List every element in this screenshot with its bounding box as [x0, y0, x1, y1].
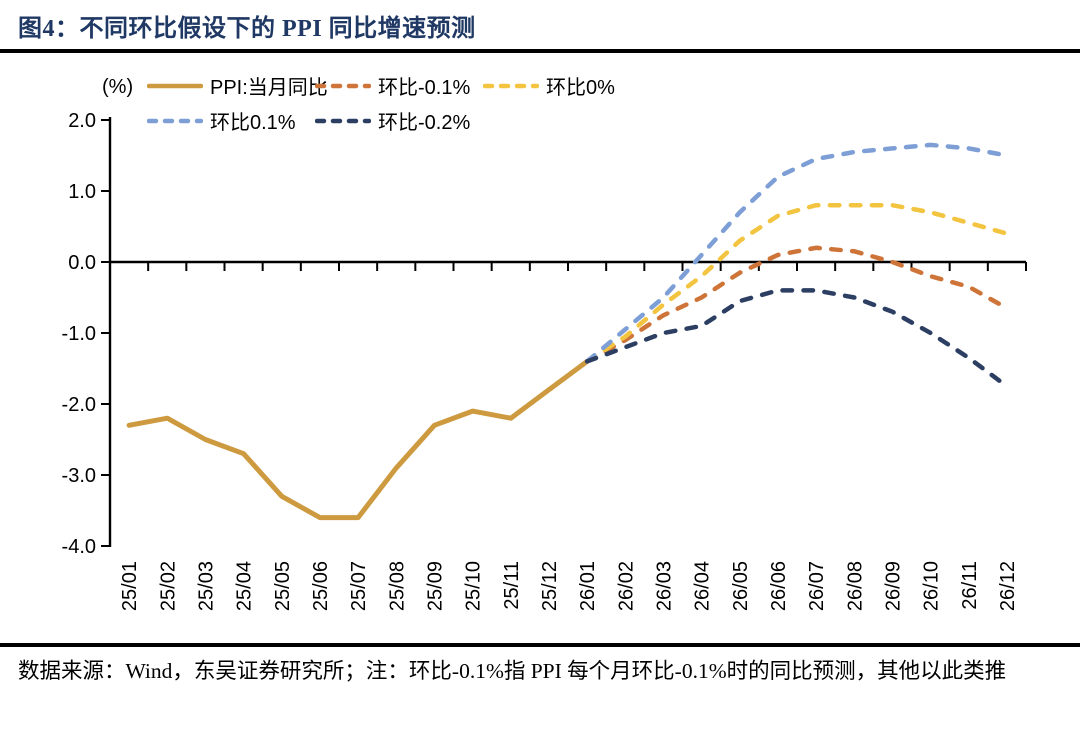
- legend-label: 环比-0.1%: [378, 77, 471, 99]
- y-tick-label: 2.0: [68, 110, 96, 132]
- y-tick-label: -4.0: [62, 536, 96, 558]
- legend-row: 环比0.1% 环比-0.2%: [147, 103, 651, 138]
- legend-item: 环比0.1%: [147, 106, 315, 135]
- y-axis-unit-label: (%): [102, 76, 134, 98]
- x-tick-label: 26/06: [768, 561, 790, 611]
- legend-item: PPI:当月同比: [147, 71, 328, 100]
- legend-swatch-dashed: [147, 118, 203, 123]
- x-tick-label: 25/11: [501, 561, 523, 610]
- x-tick-label: 25/03: [195, 561, 217, 611]
- y-tick-label: 0.0: [68, 252, 96, 274]
- figure-title: 图4：不同环比假设下的 PPI 同比增速预测: [18, 16, 476, 42]
- series-line-环比0.1%: [584, 142, 1010, 364]
- footer-divider: [0, 643, 1080, 647]
- legend-item: 环比0%: [483, 71, 651, 100]
- y-tick-label: 1.0: [68, 181, 96, 203]
- legend-item: 环比-0.1%: [315, 71, 483, 100]
- legend-label: 环比0%: [546, 77, 615, 99]
- x-tick-label: 26/09: [882, 561, 904, 611]
- y-tick-label: -3.0: [62, 465, 96, 487]
- x-tick-label: 26/10: [921, 561, 943, 611]
- series-line-环比-0.2%: [584, 288, 1010, 389]
- x-tick-label: 25/09: [424, 561, 446, 611]
- x-tick-label: 26/07: [806, 561, 828, 611]
- x-tick-label: 26/05: [730, 561, 752, 611]
- x-tick-label: 25/08: [386, 561, 408, 611]
- x-tick-label: 25/01: [119, 561, 141, 611]
- x-tick-label: 25/05: [272, 561, 294, 611]
- series-line-PPI:当月同比: [126, 358, 590, 521]
- series-line-环比0%: [584, 202, 1010, 364]
- legend-swatch-dashed: [483, 83, 539, 88]
- chart-canvas: 2.0 1.0 0.0 -1.0 -2.0 -3.0 -4.0 25/01 25/02 25/03…: [62, 110, 1027, 611]
- series-line-环比-0.1%: [584, 245, 1010, 364]
- legend-swatch-dashed: [315, 118, 371, 123]
- x-tick-label: 25/07: [348, 561, 370, 611]
- source-note: 数据来源：Wind，东吴证券研究所；注：环比-0.1%指 PPI 每个月环比-0…: [18, 659, 1007, 683]
- x-tick-label: 25/12: [539, 561, 561, 611]
- legend-swatch-dashed: [315, 83, 371, 88]
- x-tick-label: 26/03: [653, 561, 675, 611]
- x-tick-label: 26/08: [844, 561, 866, 611]
- title-divider: [0, 49, 1080, 53]
- chart-legend: PPI:当月同比 环比-0.1% 环比0% 环比0.1% 环比-0.2%: [147, 68, 651, 138]
- x-tick-label: 26/01: [577, 561, 599, 611]
- legend-label: PPI:当月同比: [210, 77, 328, 99]
- x-tick-label: 25/06: [310, 561, 332, 611]
- y-tick-label: -2.0: [62, 394, 96, 416]
- legend-swatch-solid: [147, 83, 203, 88]
- legend-label: 环比0.1%: [210, 112, 296, 134]
- legend-item: 环比-0.2%: [315, 106, 483, 135]
- y-tick-label: -1.0: [62, 323, 96, 345]
- x-tick-label: 25/10: [463, 561, 485, 611]
- x-tick-label: 25/04: [234, 561, 256, 611]
- x-tick-label: 26/11: [959, 561, 981, 610]
- legend-row: PPI:当月同比 环比-0.1% 环比0%: [147, 68, 651, 103]
- legend-label: 环比-0.2%: [378, 112, 471, 134]
- x-tick-label: 26/02: [615, 561, 637, 611]
- x-tick-label: 25/02: [157, 561, 179, 611]
- x-tick-label: 26/12: [997, 561, 1019, 611]
- x-tick-label: 26/04: [692, 561, 714, 611]
